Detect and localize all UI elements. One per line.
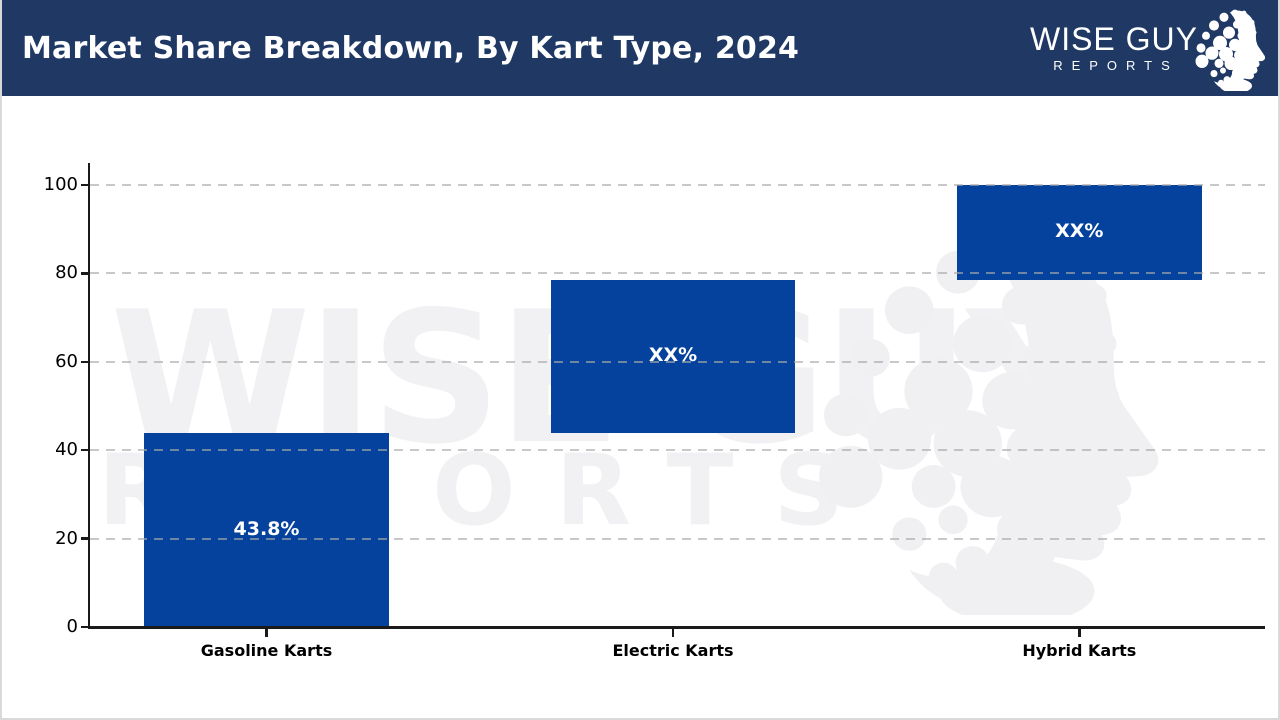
plot-area: 43.8% XX% XX% 0 20 40 60 80 100 Gasoline Karts Ele…	[2, 96, 1278, 718]
x-tick	[265, 628, 268, 637]
x-axis-label: Electric Karts	[612, 641, 734, 660]
y-tick-label: 60	[55, 350, 78, 372]
grid-line	[90, 272, 1265, 275]
brand-subtitle: REPORTS	[1053, 58, 1179, 73]
x-axis-label: Gasoline Karts	[200, 641, 333, 660]
y-tick	[81, 272, 89, 275]
x-axis-spine	[87, 625, 1265, 629]
brand-logo: WISE GUY REPORTS	[1030, 5, 1278, 91]
y-tick	[81, 537, 89, 540]
y-tick-label: 20	[55, 527, 78, 549]
grid-line	[90, 537, 1265, 540]
bar-3	[957, 185, 1202, 280]
y-tick	[81, 183, 89, 187]
y-tick-label: 80	[55, 262, 78, 284]
y-tick	[81, 625, 89, 629]
x-tick	[1078, 628, 1081, 637]
grid-line	[90, 449, 1265, 452]
y-tick	[81, 360, 89, 364]
bar-value-label: XX%	[648, 344, 698, 367]
y-tick-label: 100	[43, 174, 78, 195]
watermark-head-icon	[819, 236, 1159, 615]
brand-head-icon	[1195, 9, 1266, 91]
x-axis-label: Hybrid Karts	[1022, 641, 1137, 660]
y-axis-spine	[87, 163, 90, 629]
y-tick-label: 40	[55, 439, 78, 461]
x-tick	[671, 628, 675, 637]
grid-line	[90, 184, 1265, 186]
bar-2	[550, 279, 796, 434]
brand-logo-text: WISE GUY REPORTS	[1030, 23, 1198, 73]
bar-value-label: XX%	[1055, 220, 1104, 243]
bar-1	[144, 433, 389, 627]
bar-value-label: 43.8%	[233, 518, 300, 541]
y-tick	[81, 448, 89, 452]
page-title: Market Share Breakdown, By Kart Type, 20…	[22, 30, 800, 66]
y-tick-label: 0	[66, 616, 78, 637]
header-bar: Market Share Breakdown, By Kart Type, 20…	[2, 0, 1278, 96]
brand-name: WISE GUY	[1029, 21, 1198, 57]
grid-line	[90, 360, 1265, 363]
